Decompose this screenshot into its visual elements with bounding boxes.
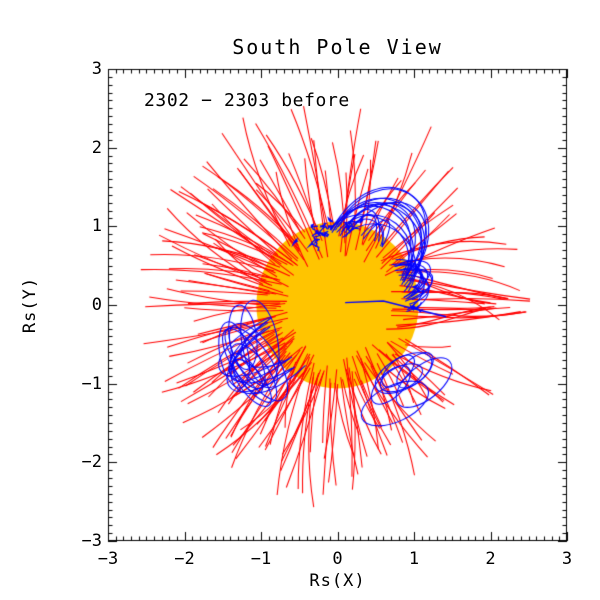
x-tick-label: 2 (485, 549, 496, 569)
x-tick-label: 0 (332, 549, 343, 569)
plot-title: South Pole View (232, 35, 443, 59)
y-tick-label: −1 (81, 373, 102, 394)
y-tick-label: 0 (91, 295, 102, 315)
plot-annotation: 2302 − 2303 before (144, 90, 350, 111)
x-tick-label: −3 (97, 549, 119, 569)
y-tick-label: 1 (91, 216, 102, 237)
y-tick-label: −3 (81, 531, 102, 551)
x-tick-label: 1 (408, 549, 420, 569)
y-tick-label: −2 (81, 452, 102, 473)
x-tick-label: 3 (561, 549, 573, 569)
y-axis-label: Rs(Y) (20, 276, 40, 334)
y-tick-label: 2 (91, 137, 102, 158)
y-tick-label: 3 (91, 59, 102, 79)
x-tick-label: −2 (174, 549, 195, 569)
x-axis-label: Rs(X) (309, 571, 366, 591)
x-tick-label: −1 (250, 549, 272, 569)
